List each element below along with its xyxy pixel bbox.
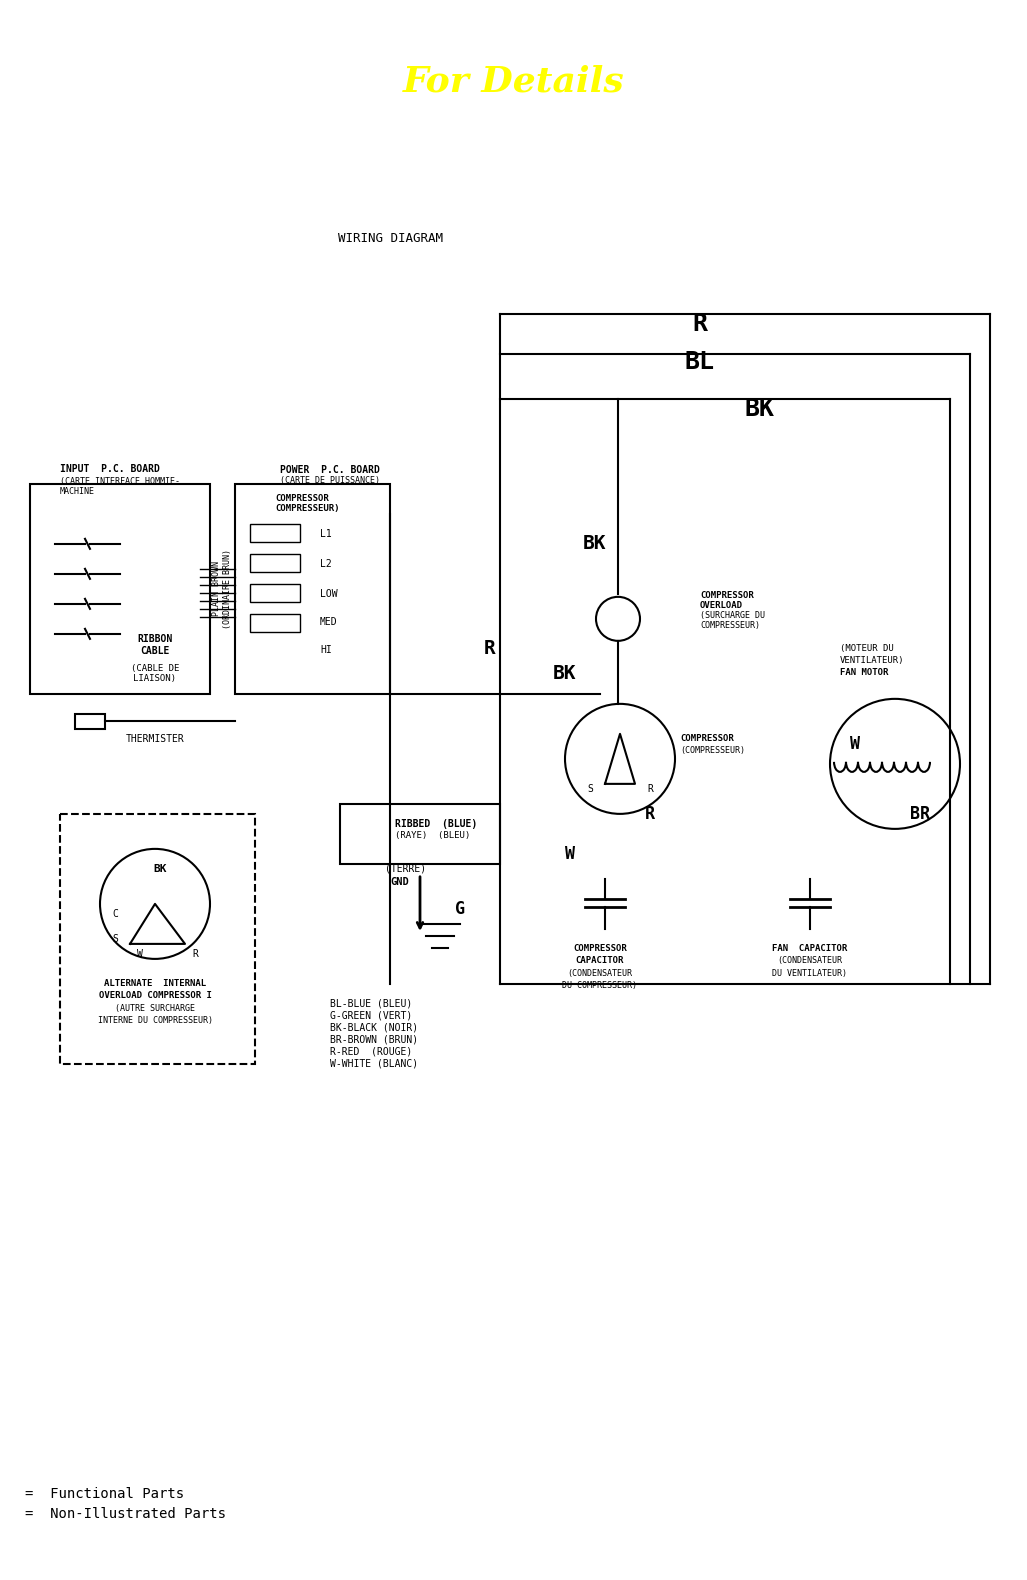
Text: LOW: LOW <box>320 589 338 599</box>
Text: W: W <box>137 950 143 959</box>
Text: RIBBED  (BLUE): RIBBED (BLUE) <box>395 818 478 830</box>
Text: (SURCHARGE DU: (SURCHARGE DU <box>700 611 765 621</box>
Text: HI: HI <box>320 645 332 654</box>
Text: R: R <box>484 640 496 659</box>
Text: BL-BLUE (BLEU): BL-BLUE (BLEU) <box>330 999 412 1010</box>
Text: (TERRE): (TERRE) <box>385 864 426 874</box>
Text: (AUTRE SURCHARGE: (AUTRE SURCHARGE <box>115 1005 195 1013</box>
Text: R-RED  (ROUGE): R-RED (ROUGE) <box>330 1048 412 1057</box>
Text: (CABLE DE: (CABLE DE <box>130 664 179 673</box>
Text: G: G <box>455 901 465 918</box>
Circle shape <box>596 597 640 641</box>
Text: G-GREEN (VERT): G-GREEN (VERT) <box>330 1011 412 1021</box>
Text: (CARTE INTERFACE HOMMIE-: (CARTE INTERFACE HOMMIE- <box>60 477 180 487</box>
Text: POWER  P.C. BOARD: POWER P.C. BOARD <box>280 465 380 476</box>
Bar <box>75 714 105 728</box>
Text: MACHINE: MACHINE <box>60 487 96 496</box>
Text: =  Functional Parts: = Functional Parts <box>25 1487 184 1501</box>
Text: BK: BK <box>583 534 607 553</box>
Text: LIAISON): LIAISON) <box>134 675 177 684</box>
Bar <box>30 483 210 694</box>
Circle shape <box>100 848 210 959</box>
Text: TAP HERE: TAP HERE <box>464 22 563 41</box>
Text: BL: BL <box>685 349 715 374</box>
Bar <box>60 814 255 1063</box>
Text: (CARTE DE PUISSANCE): (CARTE DE PUISSANCE) <box>280 476 380 485</box>
Text: BK: BK <box>153 864 166 874</box>
Bar <box>250 585 300 602</box>
Text: BK: BK <box>554 664 577 684</box>
Text: R: R <box>647 784 653 793</box>
Text: BK-BLACK (NOIR): BK-BLACK (NOIR) <box>330 1022 418 1033</box>
Text: W: W <box>850 735 860 752</box>
Text: COMPRESSEUR): COMPRESSEUR) <box>700 621 760 630</box>
Bar <box>235 483 390 694</box>
Text: PLAIN BROWN
(ORDINAIRE BRUN): PLAIN BROWN (ORDINAIRE BRUN) <box>213 548 232 629</box>
Text: GND: GND <box>390 877 409 886</box>
Circle shape <box>565 703 675 814</box>
Text: W: W <box>565 845 575 863</box>
Text: =  Non-Illustrated Parts: = Non-Illustrated Parts <box>25 1507 226 1522</box>
Text: R: R <box>645 804 655 823</box>
Text: DU COMPRESSEUR): DU COMPRESSEUR) <box>563 981 638 991</box>
Text: S: S <box>112 934 118 943</box>
Text: VENTILATEUR): VENTILATEUR) <box>840 656 905 665</box>
Text: OVERLOAD: OVERLOAD <box>700 602 743 610</box>
Text: CAPACITOR: CAPACITOR <box>576 956 624 965</box>
Text: C: C <box>112 908 118 920</box>
Bar <box>340 804 500 864</box>
Text: BR: BR <box>910 804 930 823</box>
Text: FAN  CAPACITOR: FAN CAPACITOR <box>772 945 847 953</box>
Text: For Details: For Details <box>403 65 624 100</box>
Text: BK: BK <box>745 397 775 420</box>
Bar <box>250 525 300 542</box>
Text: ALTERNATE  INTERNAL: ALTERNATE INTERNAL <box>104 980 206 989</box>
Text: COMPRESSOR: COMPRESSOR <box>275 495 329 504</box>
Text: R: R <box>692 311 708 337</box>
Text: L1: L1 <box>320 529 332 539</box>
Text: W-WHITE (BLANC): W-WHITE (BLANC) <box>330 1059 418 1070</box>
Text: OVERLOAD COMPRESSOR I: OVERLOAD COMPRESSOR I <box>99 991 212 1000</box>
Text: (MOTEUR DU: (MOTEUR DU <box>840 645 893 654</box>
Text: (CONDENSATEUR: (CONDENSATEUR <box>568 970 633 978</box>
Text: COMPRESSOR: COMPRESSOR <box>573 945 626 953</box>
Text: INPUT  P.C. BOARD: INPUT P.C. BOARD <box>60 465 160 474</box>
Bar <box>250 615 300 632</box>
Text: L2: L2 <box>320 559 332 569</box>
Text: COMPRESSOR: COMPRESSOR <box>680 735 733 743</box>
Circle shape <box>830 698 960 830</box>
Text: INTERNE DU COMPRESSEUR): INTERNE DU COMPRESSEUR) <box>98 1016 213 1025</box>
Text: MED: MED <box>320 616 338 627</box>
Text: (CONDENSATEUR: (CONDENSATEUR <box>777 956 842 965</box>
Text: CABLE: CABLE <box>141 646 169 656</box>
Text: WIRING DIAGRAM: WIRING DIAGRAM <box>338 232 443 245</box>
Text: THERMISTER: THERMISTER <box>125 733 185 744</box>
Text: COMPRESSEUR): COMPRESSEUR) <box>275 504 340 514</box>
Text: (COMPRESSEUR): (COMPRESSEUR) <box>680 746 745 755</box>
Text: DU VENTILATEUR): DU VENTILATEUR) <box>772 970 847 978</box>
Text: S: S <box>587 784 593 793</box>
Text: BR-BROWN (BRUN): BR-BROWN (BRUN) <box>330 1035 418 1044</box>
Text: R: R <box>192 950 198 959</box>
Text: (RAYE)  (BLEU): (RAYE) (BLEU) <box>395 831 470 841</box>
Text: COMPRESSOR: COMPRESSOR <box>700 591 754 600</box>
Bar <box>250 555 300 572</box>
Text: RIBBON: RIBBON <box>138 634 173 643</box>
Text: FAN MOTOR: FAN MOTOR <box>840 668 888 678</box>
